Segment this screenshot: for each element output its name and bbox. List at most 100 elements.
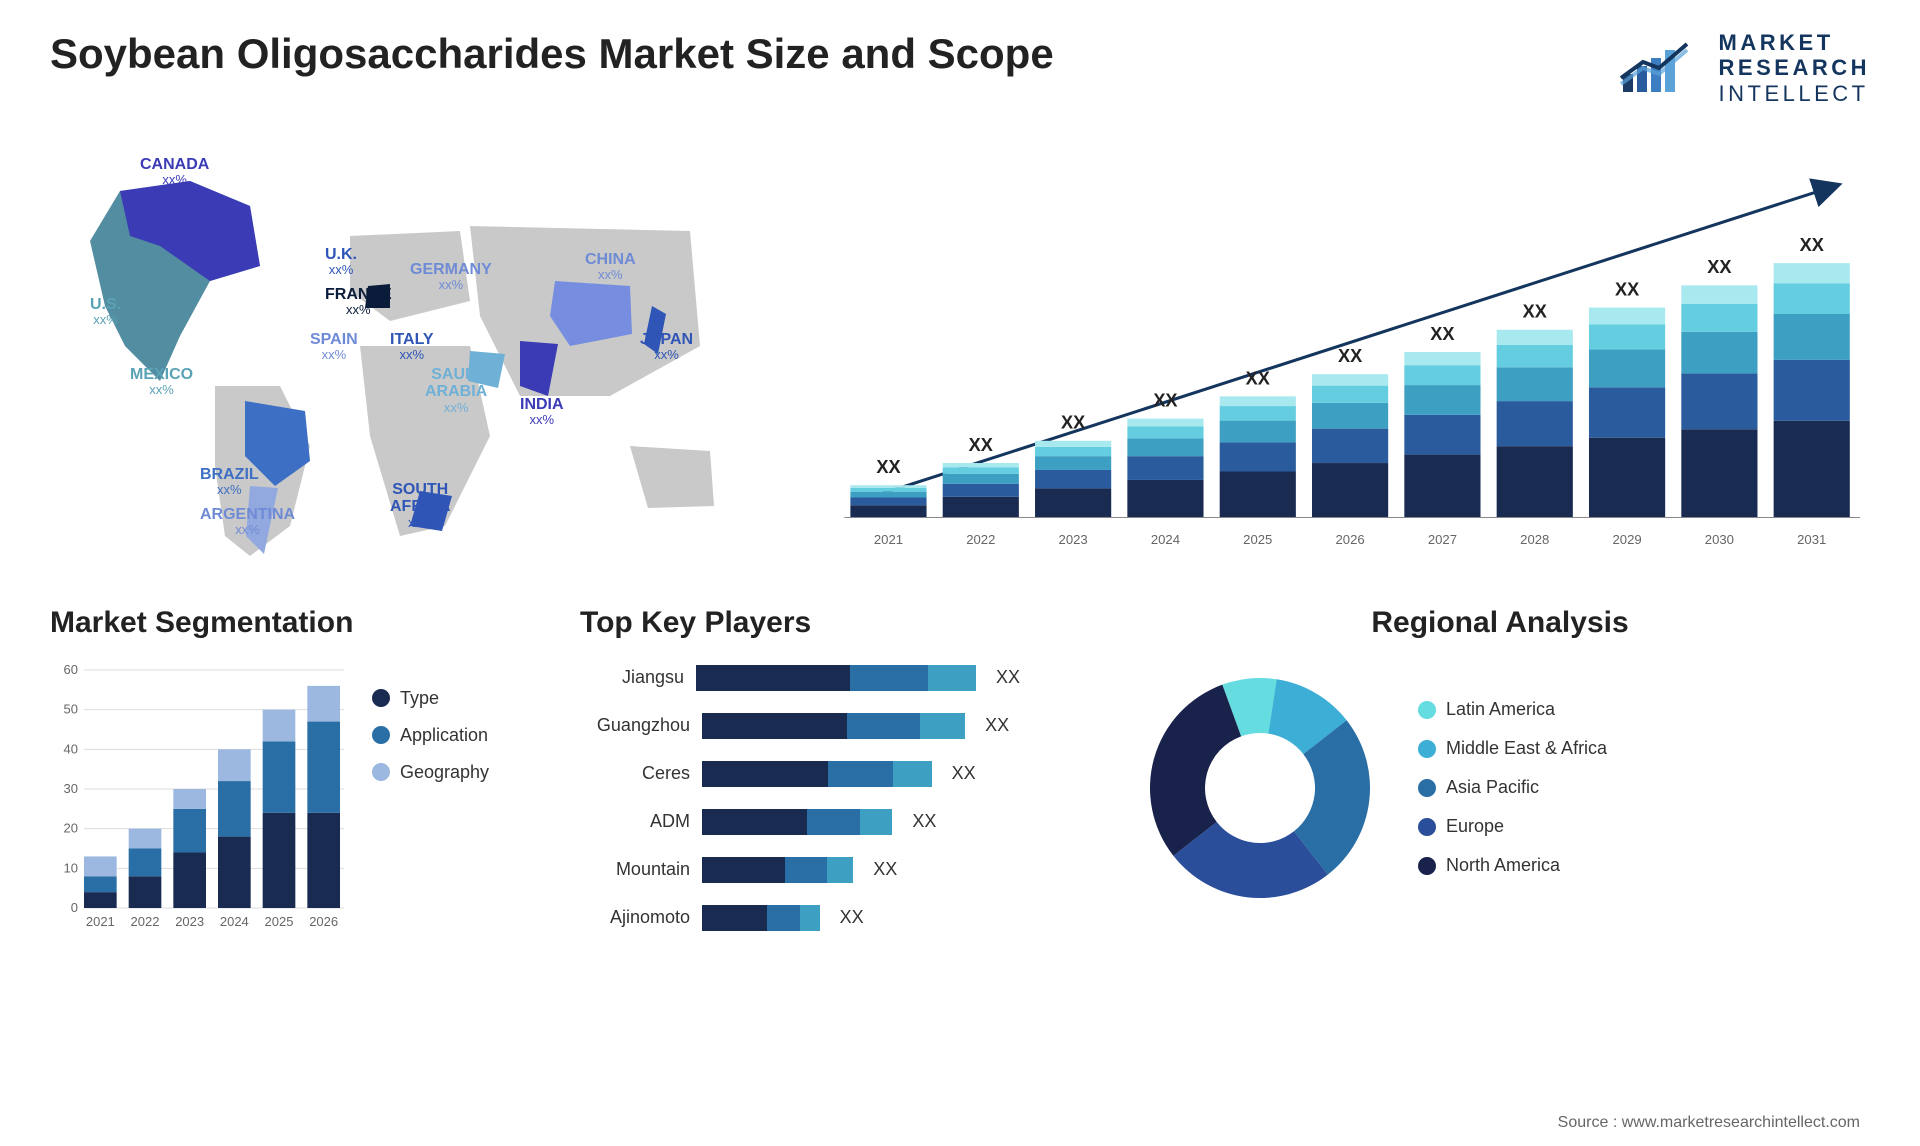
key-player-row: Jiangsu XX bbox=[580, 658, 1020, 698]
legend-item: Type bbox=[372, 688, 489, 709]
world-map: CANADAxx% U.S.xx% MEXICOxx% BRAZILxx% ARGENT… bbox=[50, 136, 770, 576]
svg-text:2024: 2024 bbox=[1151, 532, 1180, 547]
key-player-name: Jiangsu bbox=[580, 667, 684, 688]
key-player-name: Ajinomoto bbox=[580, 907, 690, 928]
key-player-bar bbox=[696, 665, 976, 691]
map-label: GERMANYxx% bbox=[410, 261, 492, 293]
legend-item: North America bbox=[1418, 855, 1607, 876]
svg-text:2023: 2023 bbox=[175, 914, 204, 929]
segmentation-panel: Market Segmentation 01020304050602021202… bbox=[50, 606, 550, 946]
logo-line1: MARKET bbox=[1719, 30, 1870, 55]
map-label: SPAINxx% bbox=[310, 331, 358, 363]
svg-text:2030: 2030 bbox=[1705, 532, 1734, 547]
map-label: INDIAxx% bbox=[520, 396, 564, 428]
svg-text:2028: 2028 bbox=[1520, 532, 1549, 547]
logo-icon bbox=[1615, 38, 1705, 98]
svg-text:2027: 2027 bbox=[1428, 532, 1457, 547]
regional-legend: Latin America Middle East & Africa Asia Pa… bbox=[1418, 699, 1607, 876]
legend-item: Asia Pacific bbox=[1418, 777, 1607, 798]
svg-text:60: 60 bbox=[64, 662, 78, 677]
map-label: JAPANxx% bbox=[640, 331, 693, 363]
key-player-value: XX bbox=[944, 763, 976, 784]
key-player-value: XX bbox=[832, 907, 864, 928]
key-player-name: Guangzhou bbox=[580, 715, 690, 736]
svg-text:20: 20 bbox=[64, 821, 78, 836]
svg-text:2029: 2029 bbox=[1612, 532, 1641, 547]
key-player-bar bbox=[702, 857, 853, 883]
key-player-name: Ceres bbox=[580, 763, 690, 784]
svg-text:2024: 2024 bbox=[220, 914, 249, 929]
key-player-bar bbox=[702, 809, 892, 835]
key-player-row: Ajinomoto XX bbox=[580, 898, 1020, 938]
svg-text:2022: 2022 bbox=[131, 914, 160, 929]
key-player-bar bbox=[702, 761, 932, 787]
key-player-bar bbox=[702, 713, 965, 739]
svg-text:XX: XX bbox=[1707, 257, 1731, 277]
growth-svg: XX 2021 XX 2022 XX 2023 XX 2024 XX 2025 XX 2026 XX 20… bbox=[810, 136, 1870, 576]
map-label: SOUTHAFRICAxx% bbox=[390, 481, 450, 530]
legend-item: Latin America bbox=[1418, 699, 1607, 720]
svg-text:XX: XX bbox=[1338, 346, 1362, 366]
donut-chart bbox=[1130, 658, 1390, 918]
key-player-value: XX bbox=[904, 811, 936, 832]
key-player-value: XX bbox=[977, 715, 1009, 736]
legend-item: Geography bbox=[372, 762, 489, 783]
svg-text:XX: XX bbox=[1523, 302, 1547, 322]
map-label: CHINAxx% bbox=[585, 251, 636, 283]
map-label: MEXICOxx% bbox=[130, 366, 193, 398]
key-players-title: Top Key Players bbox=[580, 606, 1100, 640]
legend-item: Middle East & Africa bbox=[1418, 738, 1607, 759]
svg-text:XX: XX bbox=[876, 457, 900, 477]
svg-text:XX: XX bbox=[1430, 324, 1454, 344]
svg-text:2025: 2025 bbox=[1243, 532, 1272, 547]
svg-text:2025: 2025 bbox=[265, 914, 294, 929]
regional-panel: Regional Analysis Latin America Middle Ea… bbox=[1130, 606, 1870, 946]
segmentation-legend: Type Application Geography bbox=[372, 658, 489, 783]
key-player-row: Ceres XX bbox=[580, 754, 1020, 794]
key-player-value: XX bbox=[865, 859, 897, 880]
svg-text:2031: 2031 bbox=[1797, 532, 1826, 547]
regional-title: Regional Analysis bbox=[1130, 606, 1870, 640]
map-label: FRANCExx% bbox=[325, 286, 392, 318]
page-title: Soybean Oligosaccharides Market Size and… bbox=[50, 30, 1054, 78]
svg-text:2026: 2026 bbox=[309, 914, 338, 929]
svg-text:XX: XX bbox=[969, 435, 993, 455]
key-player-name: ADM bbox=[580, 811, 690, 832]
map-label: U.K.xx% bbox=[325, 246, 357, 278]
map-label: ITALYxx% bbox=[390, 331, 434, 363]
svg-text:XX: XX bbox=[1061, 413, 1085, 433]
svg-text:XX: XX bbox=[1800, 235, 1824, 255]
svg-text:0: 0 bbox=[71, 900, 78, 915]
key-player-row: Mountain XX bbox=[580, 850, 1020, 890]
map-label: U.S.xx% bbox=[90, 296, 121, 328]
key-player-row: Guangzhou XX bbox=[580, 706, 1020, 746]
map-label: CANADAxx% bbox=[140, 156, 209, 188]
svg-text:30: 30 bbox=[64, 781, 78, 796]
logo-line2: RESEARCH bbox=[1719, 55, 1870, 80]
svg-text:2021: 2021 bbox=[86, 914, 115, 929]
segmentation-svg: 0102030405060202120222023202420252026 bbox=[50, 658, 350, 938]
map-label: BRAZILxx% bbox=[200, 466, 259, 498]
segmentation-title: Market Segmentation bbox=[50, 606, 550, 640]
key-player-name: Mountain bbox=[580, 859, 690, 880]
logo-line3: INTELLECT bbox=[1719, 81, 1870, 106]
key-player-bar bbox=[702, 905, 820, 931]
legend-item: Europe bbox=[1418, 816, 1607, 837]
svg-text:2026: 2026 bbox=[1336, 532, 1365, 547]
svg-text:XX: XX bbox=[1153, 390, 1177, 410]
svg-text:XX: XX bbox=[1615, 279, 1639, 299]
map-label: ARGENTINAxx% bbox=[200, 506, 295, 538]
svg-text:2023: 2023 bbox=[1059, 532, 1088, 547]
svg-text:40: 40 bbox=[64, 741, 78, 756]
svg-text:2022: 2022 bbox=[966, 532, 995, 547]
svg-text:2021: 2021 bbox=[874, 532, 903, 547]
key-players-panel: Top Key Players JiangsuXXGuangzhouXXCere… bbox=[580, 606, 1100, 946]
legend-item: Application bbox=[372, 725, 489, 746]
growth-chart: XX 2021 XX 2022 XX 2023 XX 2024 XX 2025 XX 2026 XX 20… bbox=[810, 136, 1870, 576]
brand-logo: MARKET RESEARCH INTELLECT bbox=[1615, 30, 1870, 106]
key-player-value: XX bbox=[988, 667, 1020, 688]
key-player-row: ADM XX bbox=[580, 802, 1020, 842]
map-label: SAUDIARABIAxx% bbox=[425, 366, 487, 415]
svg-text:XX: XX bbox=[1246, 368, 1270, 388]
svg-text:50: 50 bbox=[64, 702, 78, 717]
